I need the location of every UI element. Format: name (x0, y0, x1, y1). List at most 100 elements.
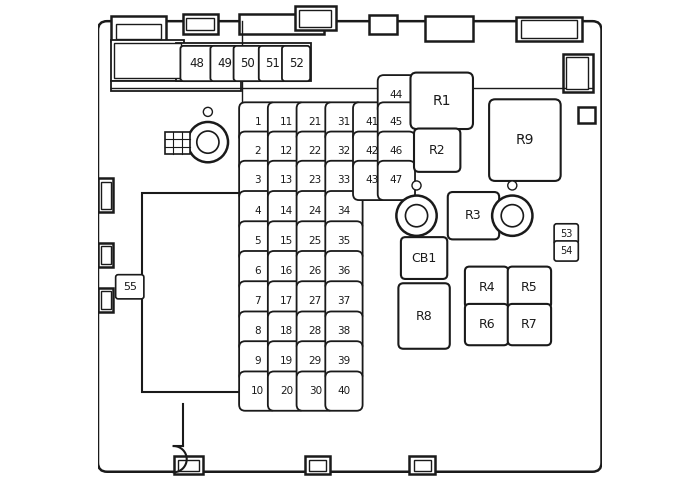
Text: 29: 29 (309, 356, 322, 366)
FancyBboxPatch shape (326, 311, 363, 351)
Text: 15: 15 (280, 236, 293, 246)
Bar (283, 47, 309, 80)
Bar (186, 18, 214, 30)
FancyBboxPatch shape (181, 46, 214, 81)
Bar (522, 20, 577, 38)
Text: 3: 3 (255, 175, 261, 185)
FancyBboxPatch shape (259, 46, 287, 81)
FancyBboxPatch shape (448, 192, 499, 239)
FancyBboxPatch shape (268, 341, 305, 381)
Bar (114, 43, 181, 78)
Text: 55: 55 (122, 282, 136, 292)
FancyBboxPatch shape (410, 73, 473, 129)
Bar (239, 14, 324, 34)
Circle shape (203, 107, 212, 116)
Bar (369, 15, 397, 34)
Bar (563, 54, 593, 92)
FancyBboxPatch shape (239, 102, 276, 142)
Bar (142, 193, 242, 392)
FancyBboxPatch shape (268, 102, 305, 142)
FancyBboxPatch shape (326, 191, 363, 230)
Text: 24: 24 (309, 206, 322, 216)
Text: 38: 38 (337, 326, 351, 336)
Text: 28: 28 (309, 326, 322, 336)
Bar (111, 40, 184, 81)
Text: 34: 34 (337, 206, 351, 216)
FancyBboxPatch shape (489, 99, 561, 181)
Bar (211, 47, 237, 80)
FancyBboxPatch shape (268, 161, 305, 200)
Text: 31: 31 (337, 117, 351, 127)
FancyBboxPatch shape (239, 132, 276, 171)
FancyBboxPatch shape (268, 221, 305, 261)
Bar (410, 456, 435, 474)
FancyBboxPatch shape (239, 191, 276, 230)
Bar (578, 107, 596, 123)
Text: 41: 41 (365, 117, 378, 127)
Text: R1: R1 (433, 94, 451, 108)
Text: 22: 22 (309, 146, 322, 156)
FancyBboxPatch shape (297, 311, 334, 351)
FancyBboxPatch shape (234, 46, 262, 81)
FancyBboxPatch shape (378, 132, 415, 171)
Bar (309, 460, 326, 471)
Text: 26: 26 (309, 266, 322, 276)
Text: 8: 8 (255, 326, 261, 336)
Text: 21: 21 (309, 117, 322, 127)
Text: 40: 40 (337, 386, 351, 396)
Text: 1: 1 (255, 117, 261, 127)
FancyBboxPatch shape (268, 371, 305, 411)
Text: 35: 35 (337, 236, 351, 246)
Bar (260, 47, 286, 80)
FancyBboxPatch shape (353, 102, 391, 142)
FancyBboxPatch shape (326, 341, 363, 381)
FancyBboxPatch shape (268, 132, 305, 171)
FancyBboxPatch shape (268, 251, 305, 290)
FancyBboxPatch shape (326, 102, 363, 142)
FancyBboxPatch shape (326, 221, 363, 261)
Text: 36: 36 (337, 266, 351, 276)
Text: 23: 23 (309, 175, 322, 185)
Bar (116, 24, 161, 39)
Text: 11: 11 (280, 117, 293, 127)
FancyBboxPatch shape (465, 304, 508, 345)
Bar (566, 57, 589, 89)
FancyBboxPatch shape (297, 161, 334, 200)
FancyBboxPatch shape (378, 75, 415, 114)
Text: 33: 33 (337, 175, 351, 185)
Text: 37: 37 (337, 296, 351, 306)
Circle shape (501, 205, 524, 227)
FancyBboxPatch shape (297, 341, 334, 381)
Text: 10: 10 (251, 386, 265, 396)
Text: 30: 30 (309, 386, 322, 396)
Text: R3: R3 (466, 209, 482, 222)
FancyBboxPatch shape (297, 371, 334, 411)
Bar (98, 243, 113, 267)
Text: 54: 54 (560, 246, 573, 256)
Bar (414, 460, 430, 471)
Text: R4: R4 (478, 281, 495, 294)
FancyBboxPatch shape (239, 341, 276, 381)
Bar (295, 6, 336, 30)
FancyBboxPatch shape (465, 267, 508, 308)
Bar (304, 456, 330, 474)
Bar (176, 43, 312, 81)
Bar (98, 178, 113, 212)
Text: 20: 20 (280, 386, 293, 396)
Text: 44: 44 (390, 90, 403, 100)
Circle shape (197, 131, 219, 153)
FancyBboxPatch shape (98, 21, 601, 472)
FancyBboxPatch shape (239, 251, 276, 290)
Bar (425, 16, 473, 41)
Text: R5: R5 (521, 281, 538, 294)
Text: 51: 51 (265, 57, 280, 70)
Text: 19: 19 (280, 356, 293, 366)
Bar (181, 47, 214, 80)
FancyBboxPatch shape (326, 371, 363, 411)
FancyBboxPatch shape (378, 161, 415, 200)
FancyBboxPatch shape (326, 161, 363, 200)
Text: 52: 52 (288, 57, 304, 70)
FancyBboxPatch shape (326, 281, 363, 321)
Circle shape (405, 205, 428, 227)
Circle shape (508, 181, 517, 190)
